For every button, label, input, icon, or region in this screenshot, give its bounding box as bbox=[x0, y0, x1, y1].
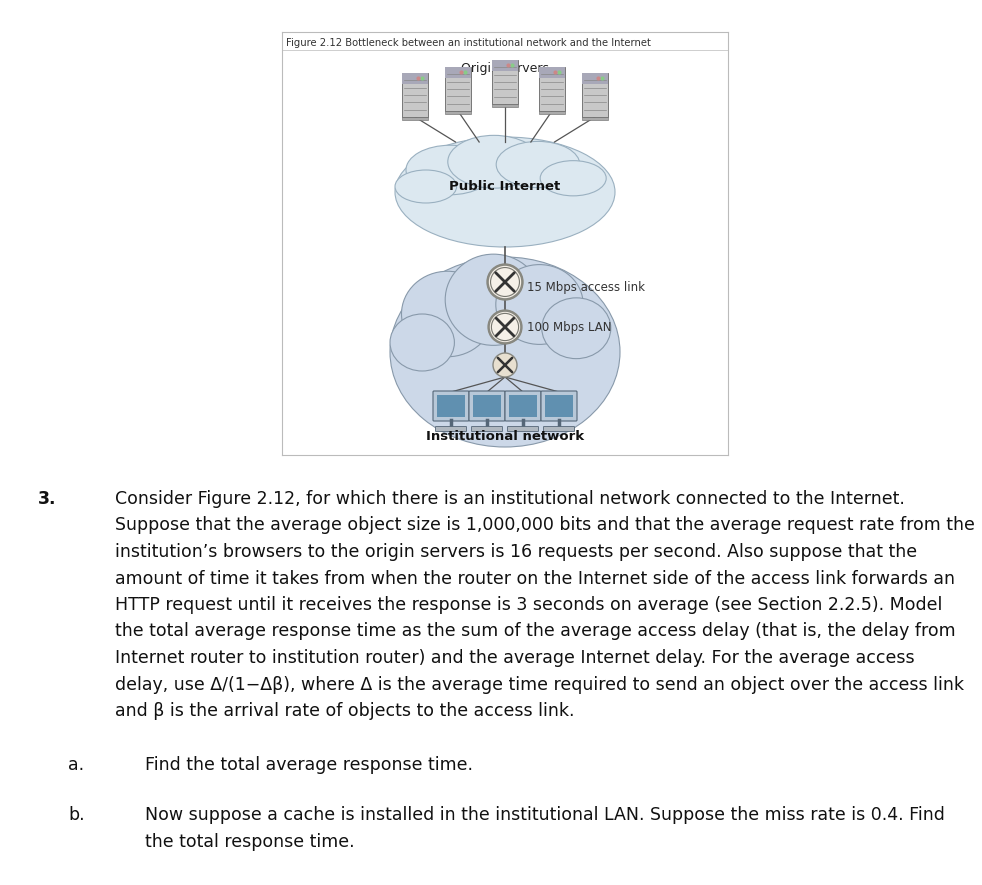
Text: Institutional network: Institutional network bbox=[426, 430, 584, 443]
FancyBboxPatch shape bbox=[469, 391, 505, 421]
FancyBboxPatch shape bbox=[471, 427, 503, 432]
FancyBboxPatch shape bbox=[433, 391, 469, 421]
FancyBboxPatch shape bbox=[492, 60, 518, 104]
Text: Now suppose a cache is installed in the institutional LAN. Suppose the miss rate: Now suppose a cache is installed in the … bbox=[145, 806, 945, 825]
Text: and β is the arrival rate of objects to the access link.: and β is the arrival rate of objects to … bbox=[115, 702, 574, 720]
Circle shape bbox=[493, 353, 517, 377]
Ellipse shape bbox=[496, 265, 583, 344]
FancyBboxPatch shape bbox=[402, 117, 428, 120]
FancyBboxPatch shape bbox=[492, 60, 518, 71]
FancyBboxPatch shape bbox=[505, 391, 541, 421]
Circle shape bbox=[488, 265, 522, 299]
FancyBboxPatch shape bbox=[445, 111, 471, 114]
Text: Consider Figure 2.12, for which there is an institutional network connected to t: Consider Figure 2.12, for which there is… bbox=[115, 490, 904, 508]
Text: Find the total average response time.: Find the total average response time. bbox=[145, 757, 473, 774]
FancyBboxPatch shape bbox=[582, 73, 608, 117]
Ellipse shape bbox=[402, 271, 494, 357]
FancyBboxPatch shape bbox=[445, 67, 471, 111]
FancyBboxPatch shape bbox=[582, 73, 608, 84]
Text: 3.: 3. bbox=[38, 490, 57, 508]
FancyBboxPatch shape bbox=[402, 73, 428, 117]
Text: Public Internet: Public Internet bbox=[450, 181, 561, 194]
FancyBboxPatch shape bbox=[437, 395, 465, 417]
Text: HTTP request until it receives the response is 3 seconds on average (see Section: HTTP request until it receives the respo… bbox=[115, 596, 943, 614]
FancyBboxPatch shape bbox=[473, 395, 501, 417]
Text: amount of time it takes from when the router on the Internet side of the access : amount of time it takes from when the ro… bbox=[115, 570, 955, 588]
Ellipse shape bbox=[406, 145, 494, 195]
Text: the total average response time as the sum of the average access delay (that is,: the total average response time as the s… bbox=[115, 622, 955, 641]
FancyBboxPatch shape bbox=[541, 391, 577, 421]
Text: Suppose that the average object size is 1,000,000 bits and that the average requ: Suppose that the average object size is … bbox=[115, 517, 975, 535]
Ellipse shape bbox=[542, 298, 611, 358]
FancyBboxPatch shape bbox=[402, 73, 428, 84]
Ellipse shape bbox=[390, 314, 455, 371]
Ellipse shape bbox=[395, 137, 615, 247]
Text: the total response time.: the total response time. bbox=[145, 833, 355, 851]
FancyBboxPatch shape bbox=[539, 67, 565, 78]
Text: delay, use Δ/(1−Δβ), where Δ is the average time required to send an object over: delay, use Δ/(1−Δβ), where Δ is the aver… bbox=[115, 675, 964, 694]
Ellipse shape bbox=[395, 170, 457, 203]
Ellipse shape bbox=[448, 135, 540, 189]
FancyBboxPatch shape bbox=[539, 67, 565, 111]
Circle shape bbox=[489, 311, 521, 343]
Text: 15 Mbps access link: 15 Mbps access link bbox=[527, 281, 645, 294]
Ellipse shape bbox=[540, 161, 606, 196]
Ellipse shape bbox=[496, 142, 579, 188]
FancyBboxPatch shape bbox=[539, 111, 565, 114]
Text: Internet router to institution router) and the average Internet delay. For the a: Internet router to institution router) a… bbox=[115, 649, 914, 667]
Circle shape bbox=[488, 311, 521, 343]
FancyBboxPatch shape bbox=[445, 67, 471, 78]
Circle shape bbox=[487, 264, 522, 300]
FancyBboxPatch shape bbox=[509, 395, 537, 417]
Text: Figure 2.12 Bottleneck between an institutional network and the Internet: Figure 2.12 Bottleneck between an instit… bbox=[286, 38, 651, 48]
Text: institution’s browsers to the origin servers is 16 requests per second. Also sup: institution’s browsers to the origin ser… bbox=[115, 543, 917, 561]
FancyBboxPatch shape bbox=[545, 395, 573, 417]
FancyBboxPatch shape bbox=[543, 427, 574, 432]
Text: 100 Mbps LAN: 100 Mbps LAN bbox=[527, 320, 612, 334]
FancyBboxPatch shape bbox=[508, 427, 538, 432]
Text: Origin servers: Origin servers bbox=[461, 62, 549, 75]
FancyBboxPatch shape bbox=[492, 104, 518, 107]
Text: a.: a. bbox=[68, 757, 84, 774]
Text: b.: b. bbox=[68, 806, 84, 825]
Ellipse shape bbox=[390, 257, 620, 447]
FancyBboxPatch shape bbox=[435, 427, 466, 432]
Ellipse shape bbox=[445, 254, 542, 345]
FancyBboxPatch shape bbox=[582, 117, 608, 120]
